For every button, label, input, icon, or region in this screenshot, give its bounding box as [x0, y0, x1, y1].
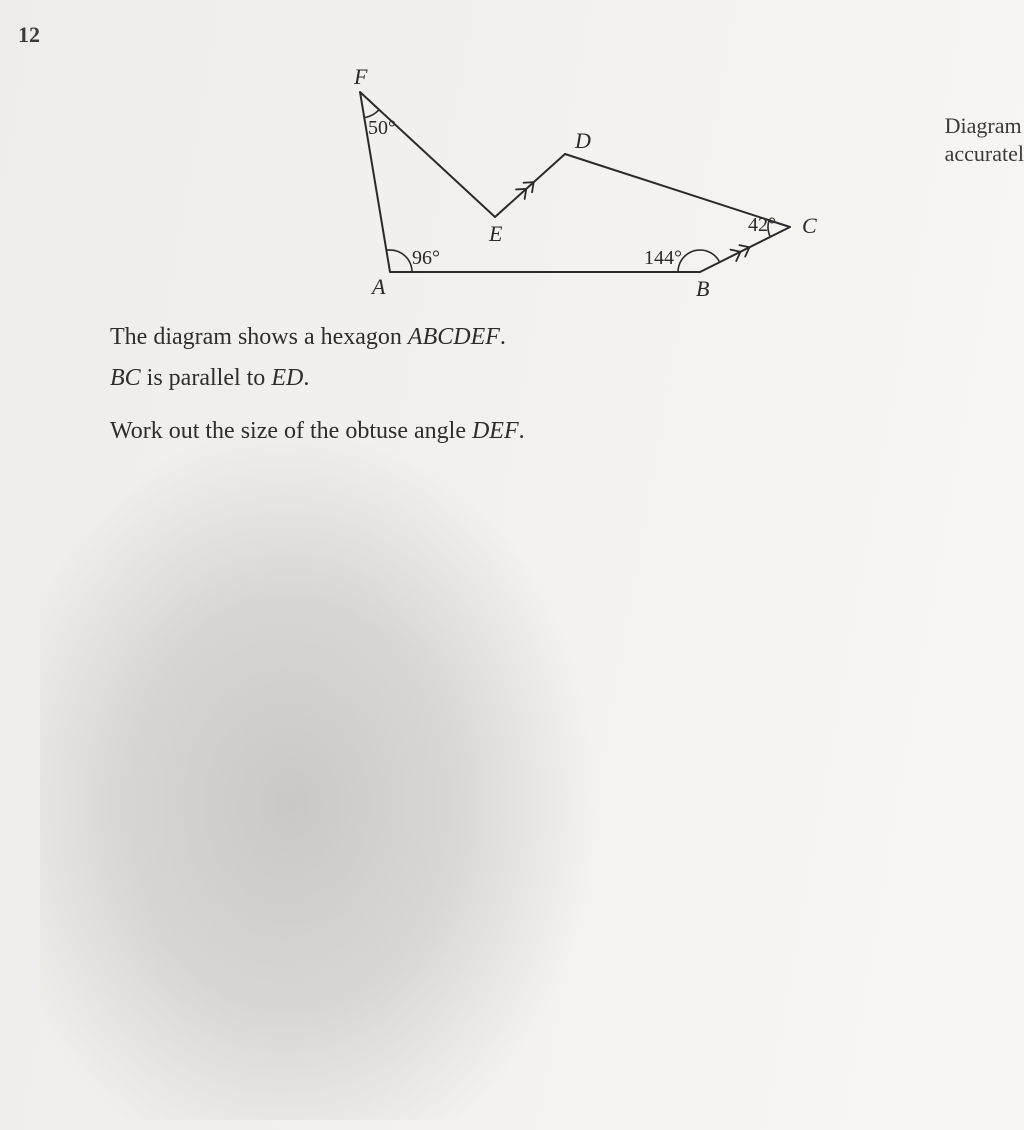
svg-text:96°: 96°: [412, 247, 440, 269]
svg-text:144°: 144°: [644, 247, 682, 269]
photo-shadow: [40, 420, 600, 1120]
line1-b: ABCDEF: [408, 324, 500, 350]
svg-text:42°: 42°: [748, 214, 776, 236]
svg-text:D: D: [574, 128, 591, 153]
line3-b: DEF: [472, 418, 519, 444]
line2-c: ED: [271, 365, 303, 391]
svg-text:A: A: [370, 274, 386, 299]
line1-c: .: [500, 324, 506, 350]
line3-c: .: [519, 418, 525, 444]
line3-a: Work out the size of the obtuse angle: [110, 418, 472, 444]
svg-text:C: C: [802, 213, 817, 238]
line1-a: The diagram shows a hexagon: [110, 324, 408, 350]
line2-b: is parallel to: [141, 365, 272, 391]
question-number: 12: [18, 22, 40, 48]
line2-a: BC: [110, 365, 141, 391]
side-note-line2: accuratel: [945, 140, 1024, 168]
side-note-line1: Diagram: [945, 112, 1024, 140]
svg-text:B: B: [696, 276, 709, 301]
hexagon-diagram: A B C D E F 50° 96° 144° 42°: [320, 62, 880, 302]
diagram-accuracy-note: Diagram accuratel: [945, 112, 1024, 167]
question-body: The diagram shows a hexagon ABCDEF. BC i…: [110, 320, 525, 454]
svg-text:50°: 50°: [368, 117, 396, 139]
svg-text:E: E: [488, 221, 503, 246]
svg-text:F: F: [353, 64, 368, 89]
line2-d: .: [303, 365, 309, 391]
